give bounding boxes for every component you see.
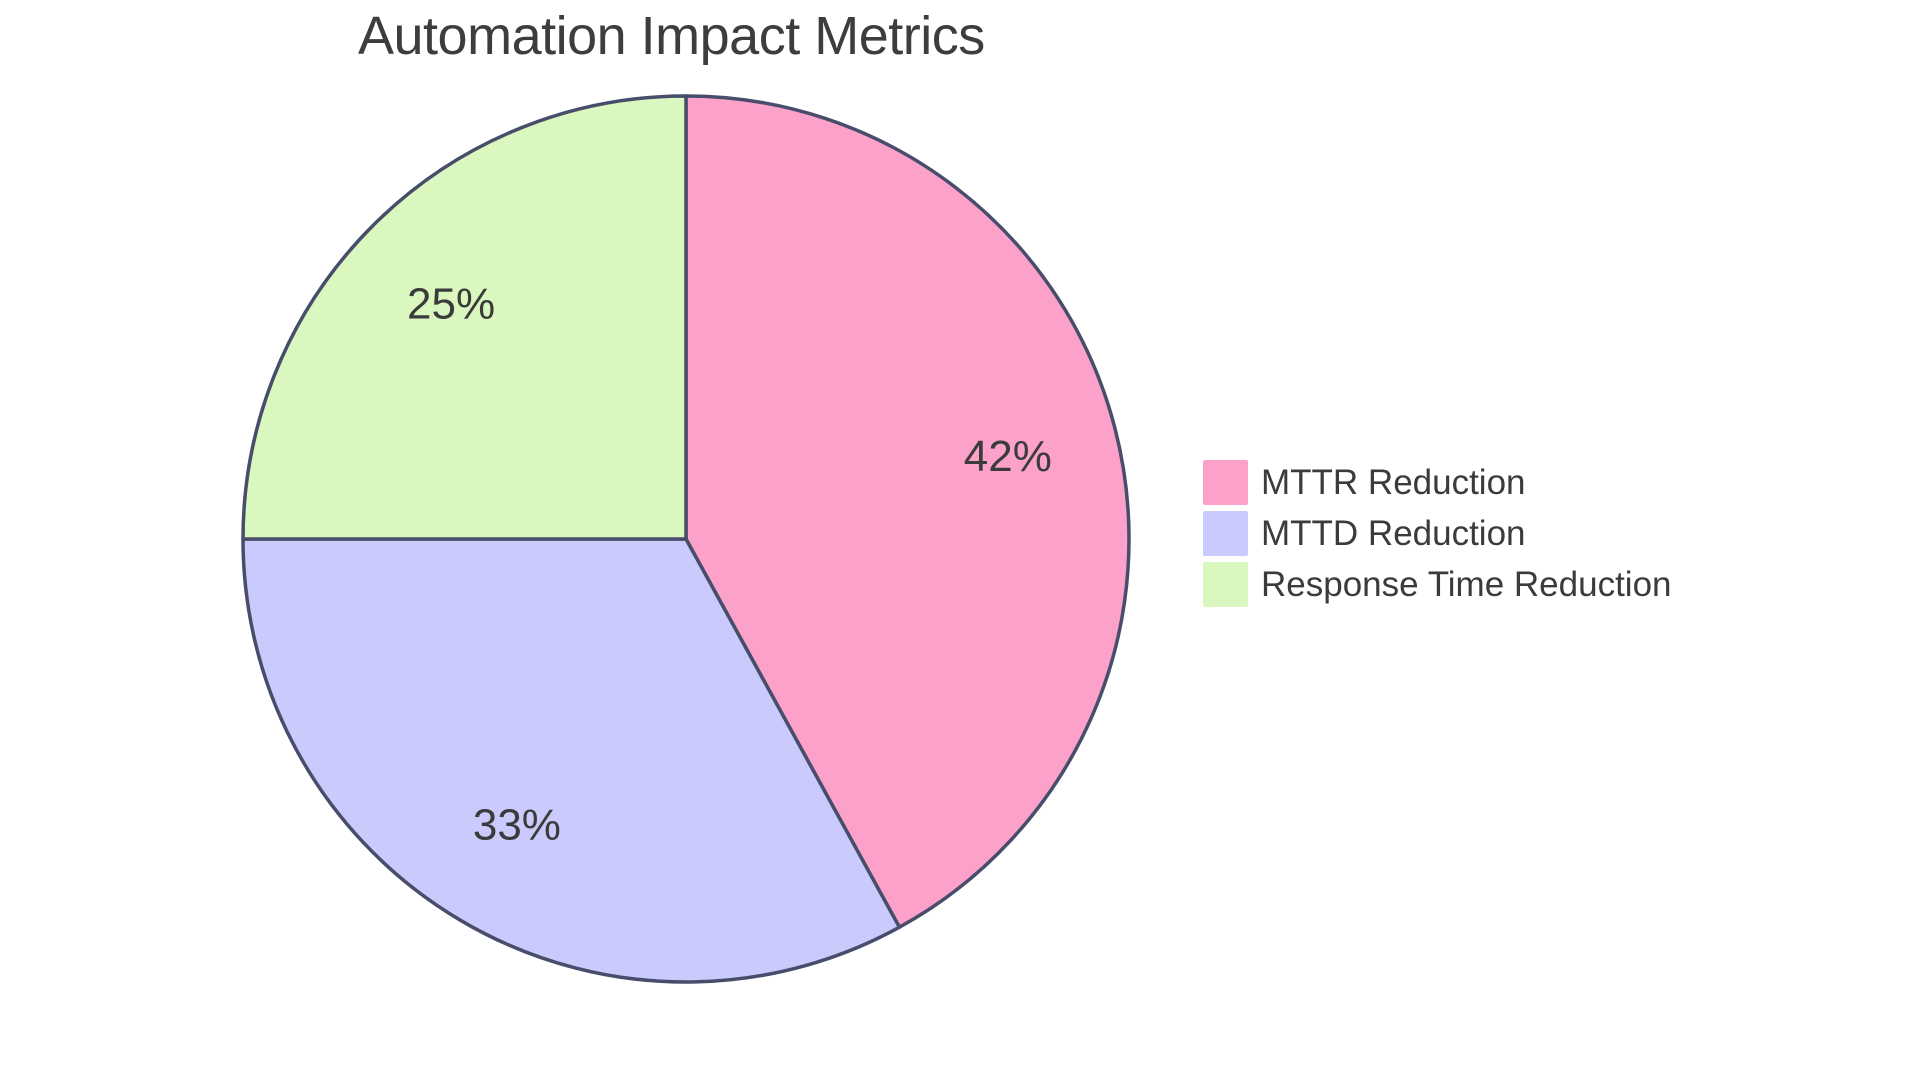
legend-label: MTTD Reduction — [1261, 513, 1526, 553]
pie-slice-value-label: 42% — [964, 432, 1052, 481]
pie-slices — [241, 94, 1131, 984]
legend-swatch — [1203, 562, 1248, 607]
legend-swatch — [1203, 511, 1248, 556]
chart-title: Automation Impact Metrics — [358, 6, 985, 66]
legend-label: MTTR Reduction — [1261, 462, 1526, 502]
pie-slice-value-label: 25% — [407, 280, 495, 329]
pie-slice-labels: 42% 33% 25% — [407, 280, 1052, 850]
pie-slice-value-label: 33% — [473, 801, 561, 850]
legend-label: Response Time Reduction — [1261, 564, 1672, 604]
legend-item-2: MTTD Reduction — [1203, 511, 1672, 556]
pie-slice-3 — [241, 94, 688, 541]
legend-swatch — [1203, 460, 1248, 505]
legend-item-3: Response Time Reduction — [1203, 562, 1672, 607]
legend: MTTR Reduction MTTD Reduction Response Tim… — [1203, 460, 1672, 613]
pie-slice-2 — [241, 537, 902, 984]
pie-slice-1 — [684, 94, 1131, 929]
legend-item-1: MTTR Reduction — [1203, 460, 1672, 505]
